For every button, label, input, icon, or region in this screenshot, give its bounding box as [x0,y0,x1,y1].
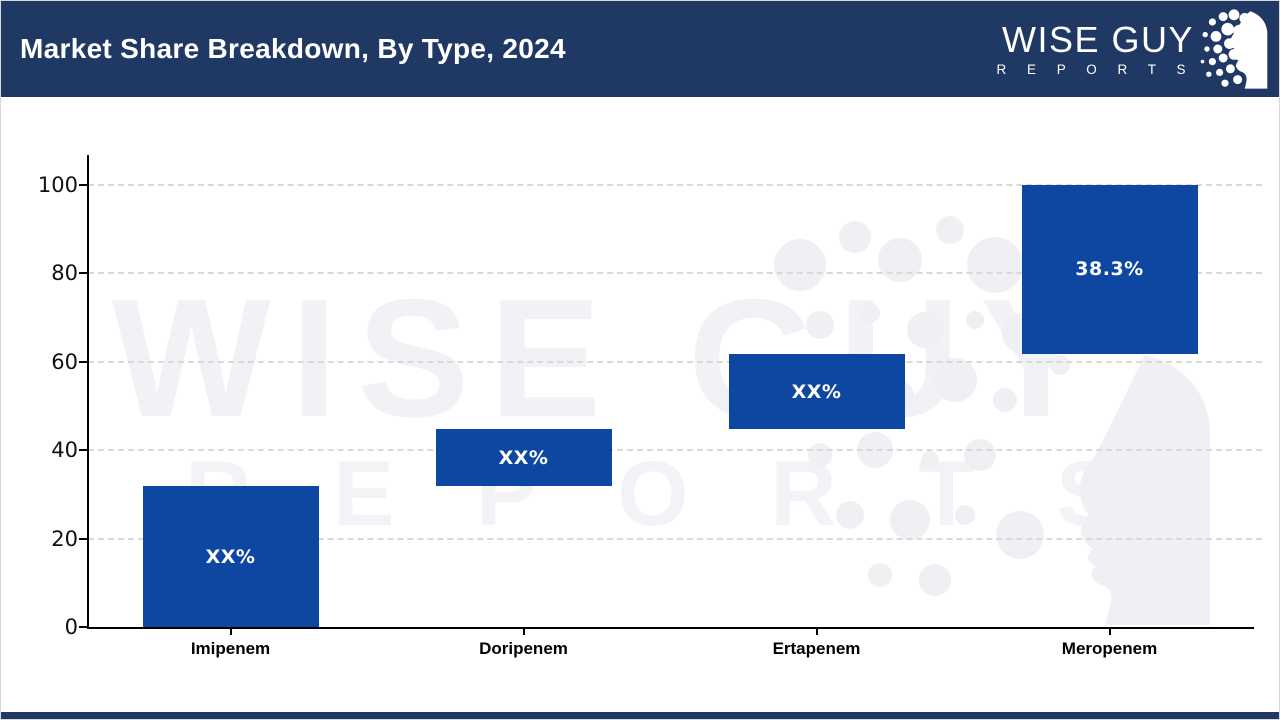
x-tick-mark [229,628,232,635]
y-tick-label: 40 [51,438,78,462]
bar-label: XX% [498,446,549,469]
bar: XX% [728,353,905,430]
header-band: Market Share Breakdown, By Type, 2024 WI… [0,0,1280,97]
page-title: Market Share Breakdown, By Type, 2024 [20,32,566,64]
footer-band [0,712,1280,720]
logo-face-icon [1200,9,1268,89]
x-tick-mark [1108,628,1111,635]
x-tick-label: Imipenem [190,639,271,658]
y-tick-label: 100 [37,172,78,197]
logo-text: WISE GUY R E P O R T S [996,21,1194,77]
y-tick-label: 20 [51,526,78,551]
x-tick-label: Meropenem [1061,639,1158,658]
x-axis-line [87,627,1254,629]
x-tick-mark [522,628,525,635]
y-tick-mark [79,626,88,628]
gridline [88,537,1262,540]
gridline [88,272,1262,274]
watermark-text-line1: WISE GUY [112,264,1113,452]
y-tick-mark [79,183,88,186]
watermark-text-line2: R E P O R T S [185,443,1146,545]
x-tick-mark [815,628,818,635]
x-tick-label: Ertapenem [772,639,861,658]
bar: 38.3% [1021,184,1198,354]
y-tick-mark [79,272,88,274]
bar-label: XX% [205,545,256,568]
bar-label: XX% [791,380,842,403]
logo-subtitle: R E P O R T S [996,61,1194,77]
y-tick-mark [79,449,88,451]
y-axis-line [87,155,89,629]
bar: XX% [142,486,319,627]
x-tick-label: Doripenem [479,639,568,658]
bar-label: 38.3% [1075,258,1144,281]
y-tick-label: 80 [51,261,78,285]
gridline [88,183,1262,186]
y-tick-label: 60 [51,349,78,374]
y-tick-mark [79,360,88,363]
logo-wordmark: WISE GUY [1001,19,1194,61]
gridline [88,360,1262,363]
gridline [88,449,1262,451]
wise-guy-logo: WISE GUY R E P O R T S [996,6,1270,92]
y-tick-mark [79,537,88,540]
bar: XX% [435,429,612,487]
y-tick-label: 0 [64,615,78,639]
